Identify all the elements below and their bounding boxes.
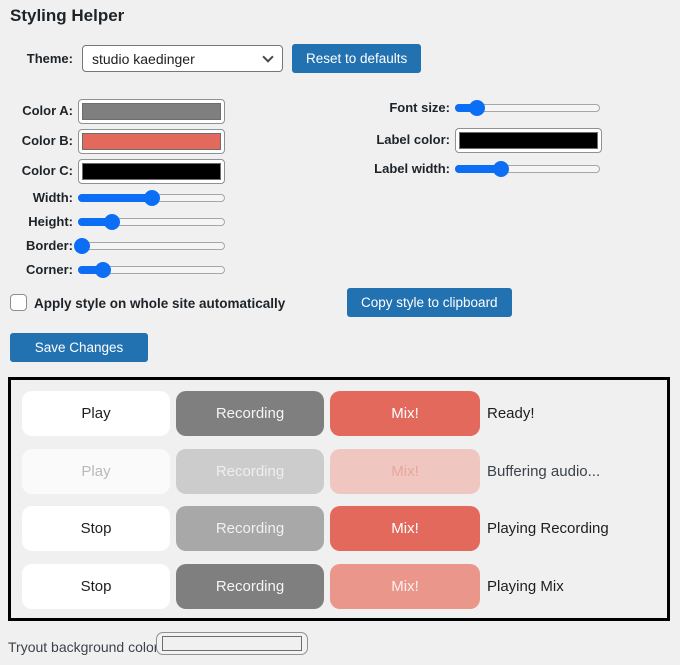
- preview-status-label: Playing Mix: [487, 578, 564, 595]
- slider-fill: [455, 104, 477, 112]
- preview-stop-button[interactable]: Stop: [22, 564, 170, 609]
- width-slider[interactable]: [78, 190, 225, 206]
- preview-mix-button[interactable]: Mix!: [330, 564, 480, 609]
- color-c-swatch: [82, 163, 221, 180]
- border-slider[interactable]: [74, 238, 225, 254]
- height-label: Height:: [28, 214, 73, 229]
- preview-mix-button-disabled: Mix!: [330, 449, 480, 494]
- label-width-label: Label width:: [374, 161, 450, 176]
- height-slider[interactable]: [78, 214, 225, 230]
- copy-style-button[interactable]: Copy style to clipboard: [347, 288, 512, 317]
- preview-stop-button[interactable]: Stop: [22, 506, 170, 551]
- color-b-input[interactable]: [78, 129, 225, 154]
- preview-status-label: Buffering audio...: [487, 463, 601, 480]
- preview-row-playing-recording: Stop Recording Mix! Playing Recording: [11, 506, 667, 551]
- preview-recording-button[interactable]: Recording: [176, 564, 324, 609]
- border-label: Border:: [26, 238, 73, 253]
- color-c-label: Color C:: [21, 163, 73, 178]
- slider-fill: [455, 165, 502, 173]
- tryout-background-color-swatch: [162, 636, 302, 651]
- color-a-input[interactable]: [78, 99, 225, 124]
- preview-status-label: Playing Recording: [487, 520, 609, 537]
- theme-select[interactable]: studio kaedinger: [82, 45, 283, 72]
- color-b-label: Color B:: [21, 133, 73, 148]
- chevron-down-icon: [262, 50, 274, 63]
- preview-recording-button[interactable]: Recording: [176, 506, 324, 551]
- label-color-swatch: [459, 132, 598, 149]
- tryout-background-color-label: Tryout background color:: [8, 639, 163, 655]
- apply-style-checkbox[interactable]: [10, 294, 27, 311]
- slider-fill: [78, 266, 103, 274]
- theme-label: Theme:: [26, 51, 73, 66]
- color-a-swatch: [82, 103, 221, 120]
- width-label: Width:: [32, 190, 73, 205]
- slider-thumb[interactable]: [103, 214, 120, 230]
- preview-recording-button[interactable]: Recording: [176, 391, 324, 436]
- corner-slider[interactable]: [78, 262, 225, 278]
- preview-status-label: Ready!: [487, 405, 535, 422]
- slider-thumb[interactable]: [143, 190, 160, 206]
- preview-mix-button[interactable]: Mix!: [330, 391, 480, 436]
- preview-play-button[interactable]: Play: [22, 391, 170, 436]
- font-size-label: Font size:: [389, 100, 450, 115]
- apply-style-checkbox-label: Apply style on whole site automatically: [34, 296, 286, 311]
- preview-play-button-disabled: Play: [22, 449, 170, 494]
- tryout-background-color-input[interactable]: [156, 632, 308, 655]
- color-b-swatch: [82, 133, 221, 150]
- slider-fill: [78, 218, 112, 226]
- slider-thumb[interactable]: [493, 161, 510, 177]
- slider-thumb[interactable]: [74, 238, 91, 254]
- theme-select-value: studio kaedinger: [92, 50, 195, 67]
- font-size-slider[interactable]: [455, 100, 600, 116]
- reset-to-defaults-button[interactable]: Reset to defaults: [292, 44, 422, 73]
- color-c-input[interactable]: [78, 159, 225, 184]
- label-color-input[interactable]: [455, 128, 602, 153]
- slider-thumb[interactable]: [468, 100, 485, 116]
- preview-row-playing-mix: Stop Recording Mix! Playing Mix: [11, 564, 667, 609]
- slider-track: [78, 242, 225, 250]
- label-width-slider[interactable]: [455, 161, 600, 177]
- label-color-label: Label color:: [376, 132, 450, 147]
- slider-fill: [78, 194, 152, 202]
- page-title: Styling Helper: [10, 6, 125, 25]
- preview-mix-button[interactable]: Mix!: [330, 506, 480, 551]
- preview-row-ready: Play Recording Mix! Ready!: [11, 391, 667, 436]
- slider-thumb[interactable]: [94, 262, 111, 278]
- preview-recording-button-disabled: Recording: [176, 449, 324, 494]
- style-preview-panel: Play Recording Mix! Ready! Play Recordin…: [8, 377, 670, 621]
- color-a-label: Color A:: [22, 103, 73, 118]
- save-changes-button[interactable]: Save Changes: [10, 333, 148, 362]
- preview-row-buffering: Play Recording Mix! Buffering audio...: [11, 449, 667, 494]
- corner-label: Corner:: [26, 262, 73, 277]
